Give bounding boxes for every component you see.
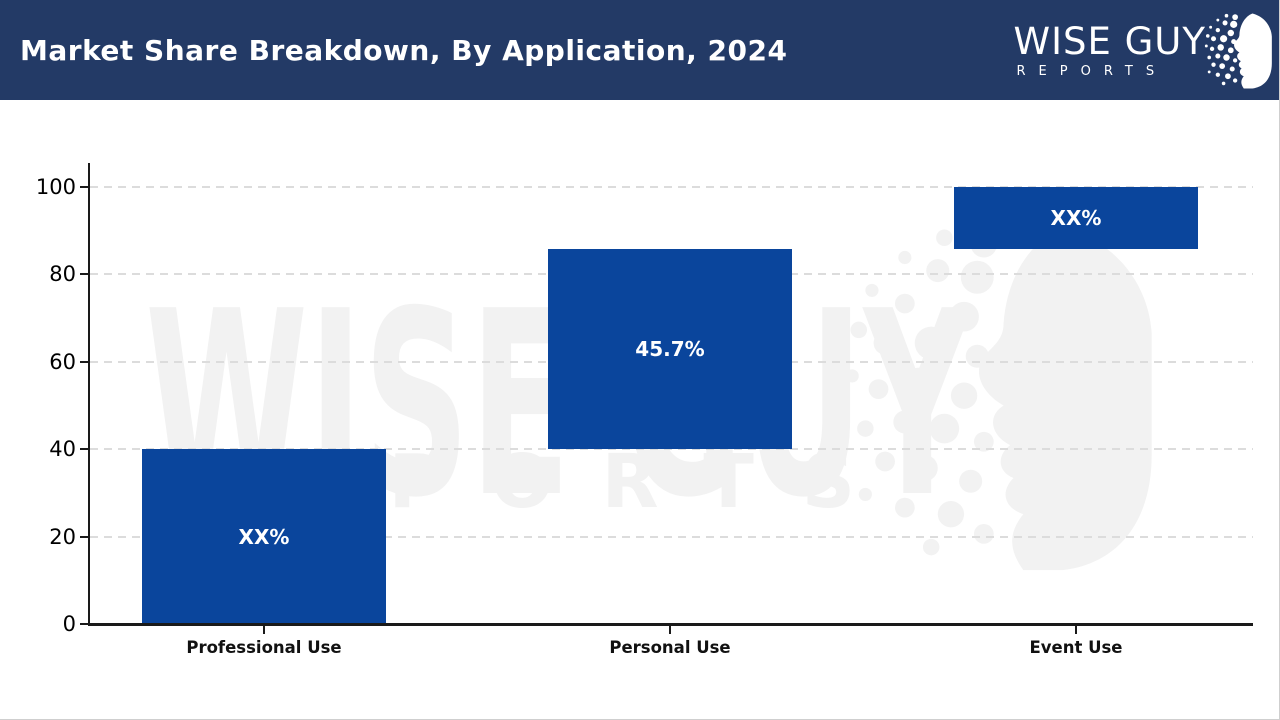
x-axis-line — [88, 623, 1253, 626]
gridline — [90, 535, 1253, 538]
wise-guy-reports-logo: WISE GUY REPORTS — [1014, 8, 1274, 94]
logo-brand-subtitle: REPORTS — [1016, 64, 1168, 79]
gridline — [90, 448, 1253, 451]
y-axis-line — [88, 163, 90, 626]
bar-value-label: 45.7% — [635, 337, 705, 362]
y-tick-mark — [80, 448, 88, 451]
bar-personal-use: 45.7% — [548, 249, 792, 450]
y-tick-mark — [80, 360, 88, 363]
y-tick-label: 40 — [49, 437, 76, 462]
gridline — [90, 186, 1253, 188]
x-tick-mark — [669, 626, 671, 634]
y-tick-mark — [80, 535, 88, 538]
bar-value-label: XX% — [238, 524, 290, 549]
y-tick-label: 100 — [35, 175, 76, 199]
y-tick-mark — [80, 273, 88, 276]
x-axis-label-professional-use: Professional Use — [186, 638, 342, 657]
y-tick-label: 0 — [62, 612, 76, 636]
bar-event-use: XX% — [954, 187, 1198, 250]
logo-brand-name: WISE GUY — [1013, 20, 1206, 63]
x-tick-mark — [1075, 626, 1077, 634]
page-title: Market Share Breakdown, By Application, … — [20, 33, 788, 67]
x-axis-label-event-use: Event Use — [1029, 638, 1123, 657]
bar-value-label: XX% — [1050, 206, 1102, 231]
y-tick-label: 20 — [49, 524, 76, 549]
logo-face-icon — [1204, 13, 1272, 89]
y-tick-mark — [80, 623, 88, 625]
logo-text: WISE GUY REPORTS — [1014, 23, 1206, 79]
bar-professional-use: XX% — [142, 449, 386, 624]
y-tick-label: 60 — [49, 349, 76, 374]
y-tick-label: 80 — [49, 262, 76, 287]
x-tick-mark — [263, 626, 265, 634]
x-axis-label-personal-use: Personal Use — [609, 638, 731, 657]
y-tick-mark — [80, 186, 88, 188]
header-bar: Market Share Breakdown, By Application, … — [0, 0, 1279, 100]
